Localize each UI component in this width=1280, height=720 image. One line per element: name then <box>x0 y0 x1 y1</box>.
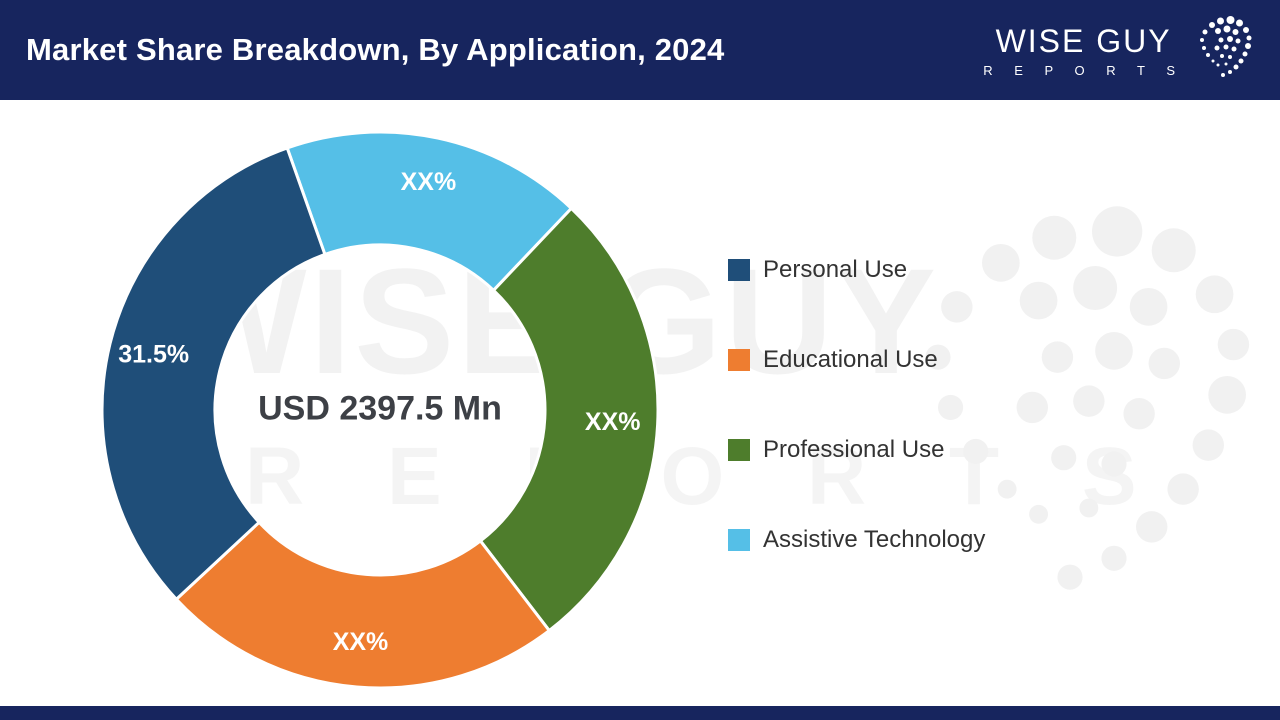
donut-label-personal-use: 31.5% <box>118 340 189 368</box>
header-bar: Market Share Breakdown, By Application, … <box>0 0 1280 100</box>
page-title: Market Share Breakdown, By Application, … <box>26 32 725 67</box>
legend-label-professional-use: Professional Use <box>763 436 945 463</box>
donut-segment-personal-use <box>100 146 327 602</box>
footer-bar <box>0 706 1280 720</box>
donut-segment-assistive-technology <box>285 130 574 293</box>
watermark-text-line2: R E P O R T S <box>245 430 1167 524</box>
brand-logo-text: WISE GUY R E P O R T S <box>983 23 1184 78</box>
legend-label-assistive-technology: Assistive Technology <box>763 526 986 553</box>
donut-segment-professional-use <box>478 206 660 633</box>
legend-swatch-assistive-technology <box>728 529 750 551</box>
legend-swatch-educational-use <box>728 349 750 371</box>
legend-swatch-professional-use <box>728 439 750 461</box>
chart-center-value: USD 2397.5 Mn <box>258 389 502 428</box>
donut-label-assistive-technology: XX% <box>401 168 457 196</box>
brand-name: WISE GUY <box>995 22 1172 59</box>
legend-label-educational-use: Educational Use <box>763 346 938 373</box>
donut-label-professional-use: XX% <box>585 408 641 436</box>
legend-label-personal-use: Personal Use <box>763 256 908 283</box>
legend-swatch-personal-use <box>728 259 750 281</box>
legend-item-assistive-technology: Assistive Technology <box>728 526 985 554</box>
brand-subname: R E P O R T S <box>983 62 1184 78</box>
legend-item-personal-use: Personal Use <box>728 256 985 284</box>
brand-logo: WISE GUY R E P O R T S <box>983 15 1254 85</box>
donut-label-educational-use: XX% <box>333 628 389 656</box>
donut-segment-educational-use <box>174 520 552 690</box>
legend-item-professional-use: Professional Use <box>728 436 985 464</box>
brand-head-icon <box>1200 16 1252 77</box>
legend-item-educational-use: Educational Use <box>728 346 985 374</box>
chart-legend: Personal Use Educational Use Professiona… <box>728 256 985 554</box>
watermark-head-icon <box>925 206 1250 590</box>
